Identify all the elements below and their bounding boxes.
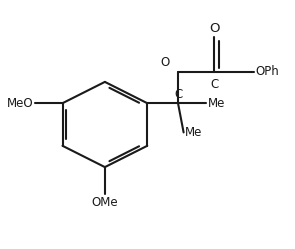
Text: C: C: [174, 88, 182, 101]
Text: O: O: [160, 56, 170, 69]
Text: OPh: OPh: [255, 65, 279, 78]
Text: O: O: [209, 22, 219, 35]
Text: Me: Me: [207, 97, 225, 110]
Text: OMe: OMe: [91, 196, 118, 209]
Text: C: C: [210, 78, 219, 91]
Text: Me: Me: [185, 126, 202, 139]
Text: MeO: MeO: [6, 97, 33, 110]
